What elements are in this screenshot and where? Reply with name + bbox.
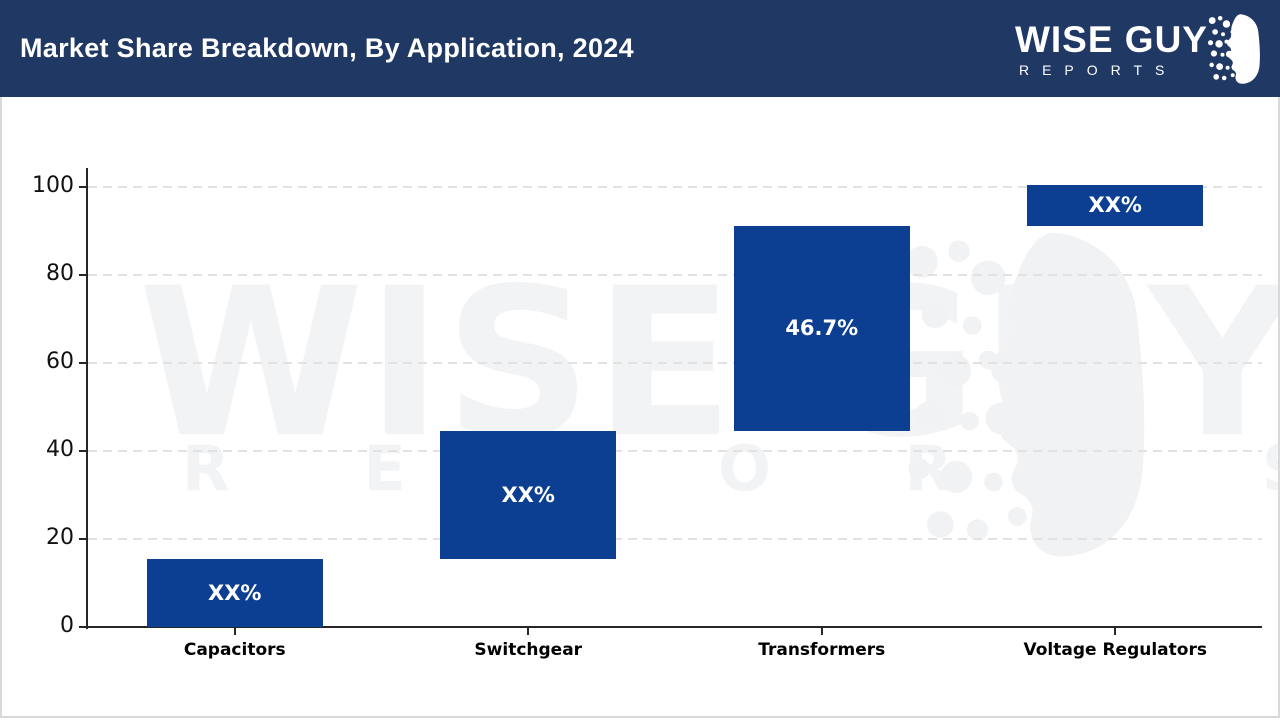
y-tick bbox=[79, 450, 87, 452]
header: Market Share Breakdown, By Application, … bbox=[0, 0, 1280, 97]
y-gridline bbox=[88, 362, 1262, 364]
y-tick-label: 100 bbox=[32, 173, 74, 198]
category-label: Capacitors bbox=[183, 640, 286, 660]
x-axis-line bbox=[86, 626, 1262, 628]
x-tick bbox=[820, 628, 823, 635]
logo-wordmark: WISE GUY REPORTS bbox=[1015, 21, 1208, 77]
bar: 46.7% bbox=[733, 225, 910, 432]
y-tick bbox=[79, 186, 87, 188]
y-tick bbox=[79, 274, 87, 276]
y-tick-label: 20 bbox=[46, 525, 74, 550]
bar-value-label: XX% bbox=[1088, 193, 1142, 218]
bar-value-label: 46.7% bbox=[785, 316, 859, 341]
logo-brand-subtext: REPORTS bbox=[1018, 61, 1178, 78]
y-axis-line bbox=[86, 168, 88, 629]
x-tick bbox=[1114, 628, 1117, 635]
category-label: Transformers bbox=[758, 640, 886, 660]
y-tick-label: 0 bbox=[60, 613, 74, 638]
y-tick-label: 80 bbox=[46, 261, 74, 286]
y-gridline bbox=[88, 274, 1262, 276]
y-tick bbox=[79, 538, 87, 540]
y-gridline bbox=[88, 538, 1262, 540]
wise-guy-reports-logo: WISE GUY REPORTS bbox=[1015, 12, 1266, 86]
y-tick bbox=[79, 362, 87, 364]
y-gridline bbox=[88, 186, 1262, 188]
y-tick bbox=[79, 626, 87, 628]
bar: XX% bbox=[1027, 184, 1204, 226]
page-title: Market Share Breakdown, By Application, … bbox=[20, 33, 634, 63]
bar: XX% bbox=[440, 431, 617, 559]
logo-brand-name: WISE GUY bbox=[1014, 18, 1208, 60]
y-gridline bbox=[88, 450, 1262, 452]
category-label: Switchgear bbox=[474, 640, 583, 660]
bar: XX% bbox=[146, 558, 323, 627]
y-tick-label: 60 bbox=[46, 349, 74, 374]
x-tick bbox=[527, 628, 530, 635]
y-tick-label: 40 bbox=[46, 437, 74, 462]
category-label: Voltage Regulators bbox=[1023, 640, 1207, 660]
x-tick bbox=[233, 628, 236, 635]
bar-value-label: XX% bbox=[501, 482, 555, 507]
bar-value-label: XX% bbox=[208, 580, 262, 605]
